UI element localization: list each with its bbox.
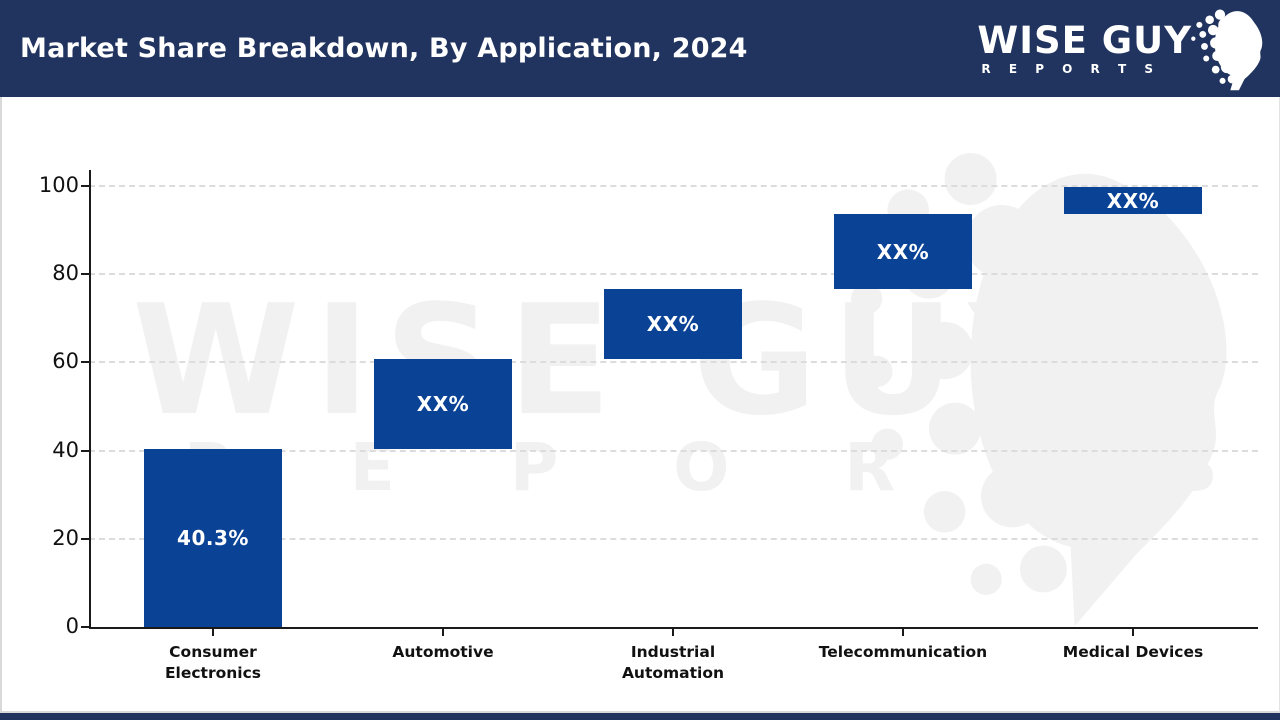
page-title: Market Share Breakdown, By Application, … xyxy=(20,33,748,64)
footer-strip xyxy=(0,713,1280,720)
x-tick-mark-industrial-automation xyxy=(672,629,674,636)
chart-area: WISE GUY R E P O R T S 0 20 40 60 80 100 40.3%… xyxy=(0,97,1280,713)
x-category-label-automotive: Automotive xyxy=(392,643,494,661)
watermark-face-icon xyxy=(851,153,1227,627)
brand-logo: WISE GUY R E P O R T S xyxy=(977,6,1266,92)
bar-value-label-telecommunication: XX% xyxy=(876,239,930,264)
brand-subtitle: R E P O R T S xyxy=(981,62,1160,76)
bar-value-label-automotive: XX% xyxy=(416,392,470,417)
y-tick-mark-0 xyxy=(81,626,89,628)
bar-value-label-medical-devices: XX% xyxy=(1106,188,1160,213)
x-tick-mark-consumer-electronics xyxy=(212,629,214,636)
brand-name: WISE GUY xyxy=(977,19,1192,62)
axis-spine-y xyxy=(89,170,91,629)
y-tick-label-0: 0 xyxy=(65,614,79,638)
bar-telecommunication: XX% xyxy=(834,214,972,290)
x-tick-mark-telecommunication xyxy=(902,629,904,636)
dotted-face-logo-icon xyxy=(1191,8,1263,90)
x-tick-mark-medical-devices xyxy=(1132,629,1134,636)
grid-line-80 xyxy=(89,273,1258,276)
grid-line-20 xyxy=(89,537,1258,540)
y-tick-mark-80 xyxy=(81,273,89,276)
x-category-label-medical-devices: Medical Devices xyxy=(1062,643,1204,661)
bar-automotive: XX% xyxy=(374,358,512,450)
y-tick-mark-100 xyxy=(81,185,89,187)
x-category-label-industrial-automation: Industrial Automation xyxy=(621,643,725,682)
y-tick-label-80: 80 xyxy=(52,261,79,286)
grid-line-100 xyxy=(89,185,1258,187)
brand-text: WISE GUY R E P O R T S xyxy=(977,22,1192,75)
x-tick-mark-automotive xyxy=(442,629,444,636)
bar-value-label-consumer-electronics: 40.3% xyxy=(177,526,249,551)
y-tick-label-20: 20 xyxy=(52,525,79,550)
x-category-label-consumer-electronics: Consumer Electronics xyxy=(164,643,262,682)
header-bar: Market Share Breakdown, By Application, … xyxy=(0,0,1280,97)
x-category-label-telecommunication: Telecommunication xyxy=(818,643,988,661)
y-tick-label-40: 40 xyxy=(52,437,79,462)
y-tick-label-60: 60 xyxy=(52,349,79,374)
y-tick-label-100: 100 xyxy=(38,173,79,197)
grid-line-60 xyxy=(89,361,1258,364)
y-tick-mark-60 xyxy=(81,361,89,364)
bar-value-label-industrial-automation: XX% xyxy=(646,312,700,337)
bar-industrial-automation: XX% xyxy=(604,289,742,359)
bar-consumer-electronics: 40.3% xyxy=(144,449,282,627)
axis-spine-x xyxy=(89,627,1258,629)
grid-line-40 xyxy=(89,449,1258,452)
y-tick-mark-40 xyxy=(81,449,89,452)
bar-medical-devices: XX% xyxy=(1064,186,1202,215)
y-tick-mark-20 xyxy=(81,537,89,540)
